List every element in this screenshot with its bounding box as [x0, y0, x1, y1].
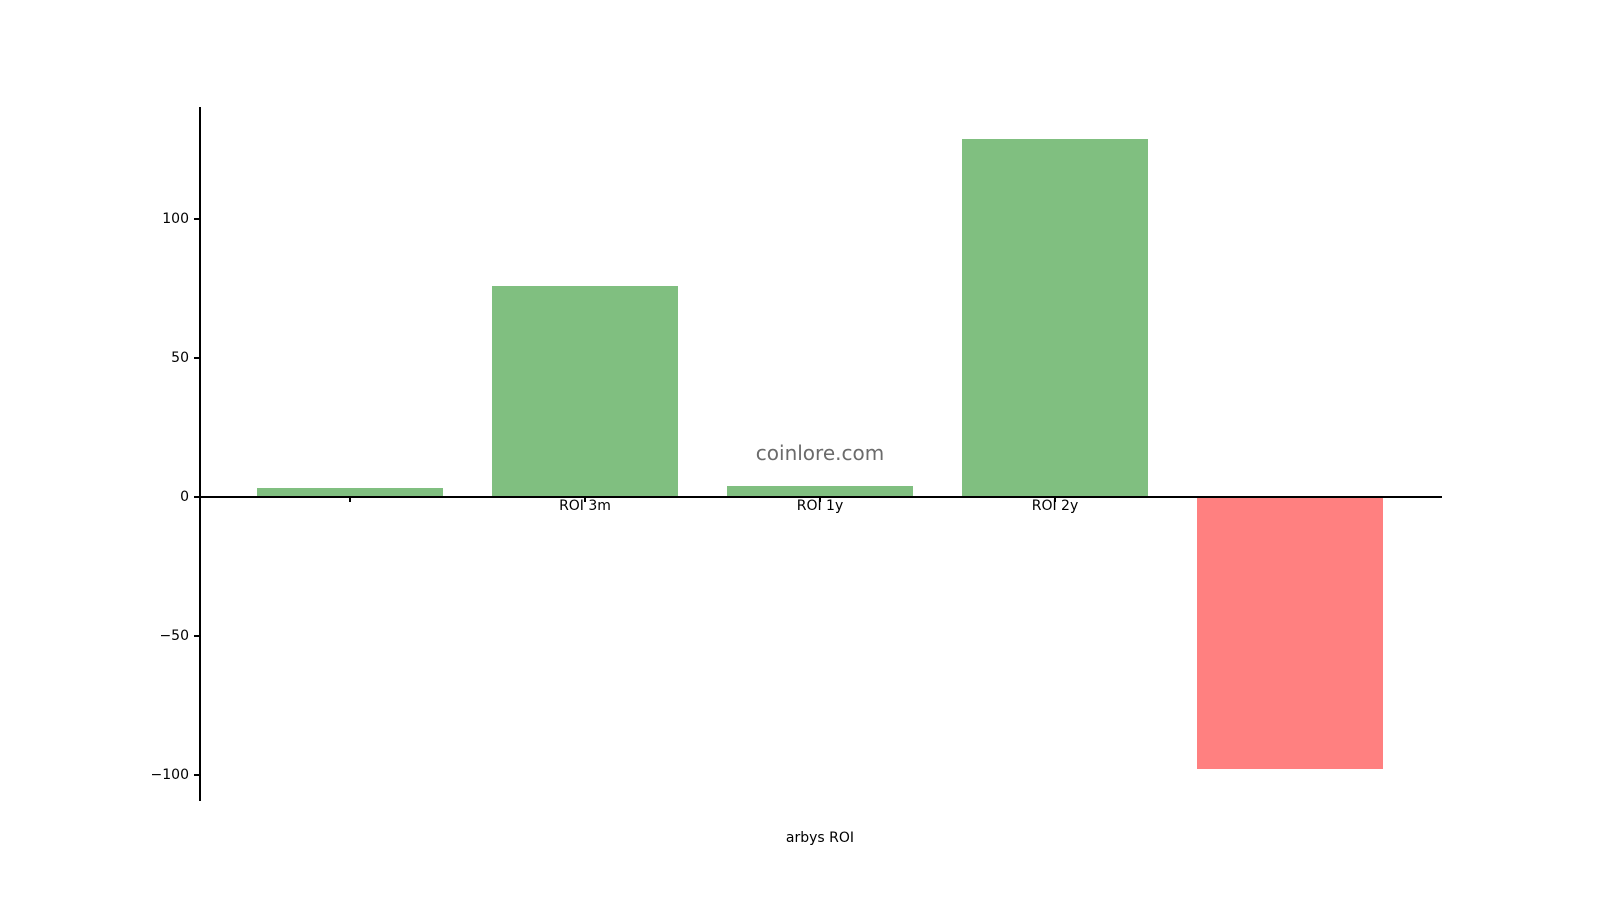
y-axis-tick — [194, 773, 199, 776]
x-axis-title: arbys ROI — [785, 830, 855, 846]
y-axis-tick-label: 0 — [180, 489, 189, 506]
y-axis-tick — [194, 357, 199, 360]
x-axis-line — [199, 496, 1442, 499]
x-axis-tick — [1054, 497, 1056, 503]
x-axis-tick-label: ROI 1y — [796, 498, 844, 515]
y-axis-spine — [199, 107, 201, 801]
y-axis-tick-label: −100 — [150, 766, 189, 783]
y-axis-tick-label: 100 — [162, 211, 189, 228]
x-axis-tick — [584, 497, 586, 503]
x-axis-tick-label: ROI 3m — [559, 498, 611, 515]
bar-roi-2y — [962, 138, 1148, 498]
y-axis-tick — [194, 496, 199, 499]
bar-category-1 — [257, 487, 443, 498]
x-axis-tick — [819, 497, 821, 503]
watermark: coinlore.com — [755, 441, 885, 465]
x-axis-tick-label: ROI 2y — [1031, 498, 1079, 515]
x-axis-tick — [349, 497, 351, 503]
y-axis-tick — [194, 634, 199, 637]
y-axis-tick-label: 50 — [171, 350, 189, 367]
y-axis-tick-label: −50 — [159, 627, 189, 644]
bar-roi-1y — [727, 485, 913, 498]
bar-category-5 — [1197, 497, 1383, 770]
bar-roi-3m — [492, 286, 678, 498]
y-axis-tick — [194, 218, 199, 221]
